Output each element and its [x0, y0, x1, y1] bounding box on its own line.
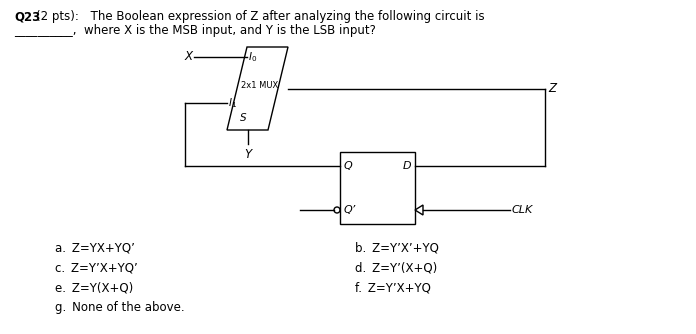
- Text: S: S: [240, 113, 246, 123]
- Text: a. Z=YX+YQ’: a. Z=YX+YQ’: [55, 241, 135, 255]
- Text: f. Z=Y’X+YQ: f. Z=Y’X+YQ: [355, 282, 431, 295]
- Text: b. Z=Y’X’+YQ: b. Z=Y’X’+YQ: [355, 241, 439, 255]
- Text: __________,  where X is the MSB input, and Y is the LSB input?: __________, where X is the MSB input, an…: [14, 24, 376, 37]
- Text: 2x1 MUX: 2x1 MUX: [241, 81, 278, 91]
- Text: X: X: [184, 50, 192, 63]
- Text: e. Z=Y(X+Q): e. Z=Y(X+Q): [55, 282, 133, 295]
- Text: c. Z=Y’X+YQ’: c. Z=Y’X+YQ’: [55, 262, 138, 275]
- Text: Q: Q: [344, 161, 353, 171]
- Text: CLK: CLK: [512, 205, 533, 215]
- Text: $I_1$: $I_1$: [228, 96, 237, 110]
- Text: g. None of the above.: g. None of the above.: [55, 302, 184, 315]
- Bar: [340, 152, 415, 224]
- Text: $I_0$: $I_0$: [248, 50, 258, 64]
- Text: D: D: [402, 161, 411, 171]
- Text: (2 pts): The Boolean expression of Z after analyzing the following circuit is: (2 pts): The Boolean expression of Z aft…: [36, 10, 484, 23]
- Text: Z: Z: [548, 82, 556, 95]
- Text: Q23: Q23: [14, 10, 40, 23]
- Text: Q’: Q’: [344, 205, 356, 215]
- Text: d. Z=Y’(X+Q): d. Z=Y’(X+Q): [355, 262, 437, 275]
- Text: Y: Y: [244, 148, 251, 161]
